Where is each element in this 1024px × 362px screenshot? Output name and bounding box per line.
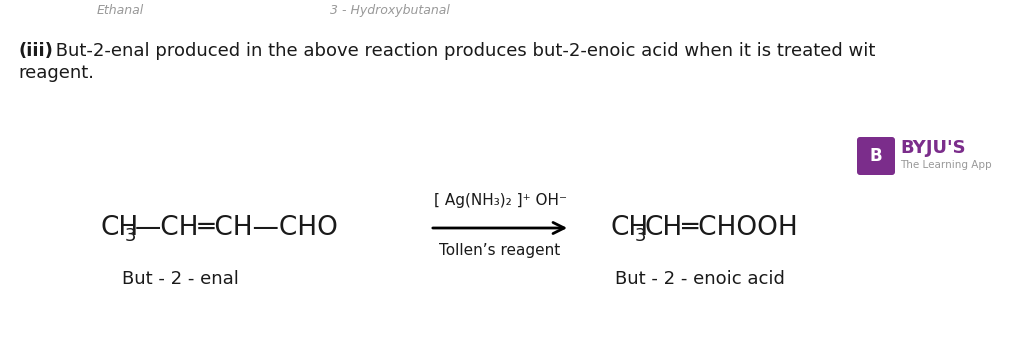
Text: BYJU'S: BYJU'S [900,139,966,157]
Text: reagent.: reagent. [18,64,94,82]
Text: Tollen’s reagent: Tollen’s reagent [439,243,560,257]
Text: The Learning App: The Learning App [900,160,991,170]
Text: 3: 3 [125,227,136,245]
Text: Ethanal: Ethanal [96,4,143,17]
Text: (iii): (iii) [18,42,53,60]
Text: [ Ag(NH₃)₂ ]⁺ OH⁻: [ Ag(NH₃)₂ ]⁺ OH⁻ [433,193,566,207]
Text: But - 2 - enoic acid: But - 2 - enoic acid [615,270,785,288]
Text: CH: CH [100,215,138,241]
Text: 3 - Hydroxybutanal: 3 - Hydroxybutanal [330,4,450,17]
Text: B: B [869,147,883,165]
Text: But - 2 - enal: But - 2 - enal [122,270,239,288]
Text: But-2-enal produced in the above reaction produces but-2-enoic acid when it is t: But-2-enal produced in the above reactio… [50,42,876,60]
Text: —CH═CH—CHO: —CH═CH—CHO [135,215,339,241]
Text: 3: 3 [635,227,646,245]
Text: CH: CH [610,215,648,241]
FancyBboxPatch shape [857,137,895,175]
Text: CH═CHOOH: CH═CHOOH [645,215,799,241]
